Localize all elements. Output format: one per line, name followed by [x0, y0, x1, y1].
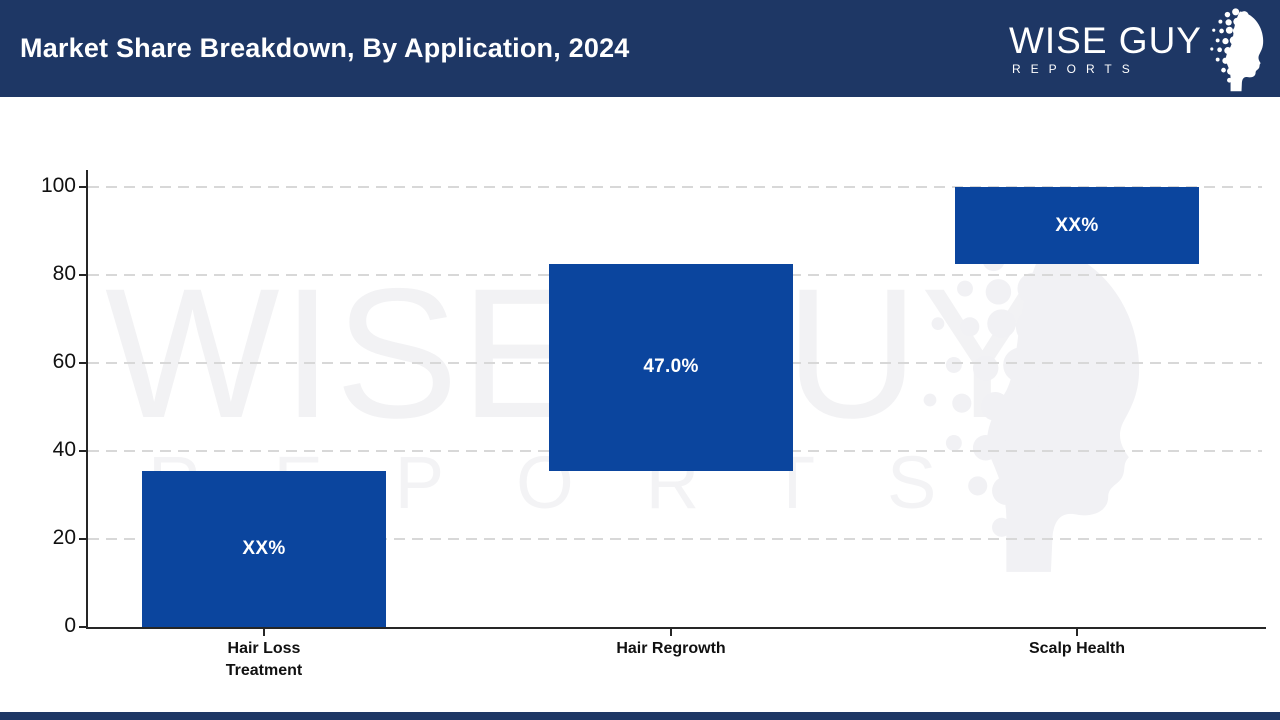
bar-value-label: XX%	[1055, 214, 1099, 236]
y-axis-tick-label: 0	[64, 614, 76, 637]
footer-bar	[0, 712, 1280, 720]
watermark-face-icon	[923, 234, 1140, 572]
header-bar: Market Share Breakdown, By Application, …	[0, 0, 1280, 97]
y-axis-tick-label: 20	[52, 526, 76, 549]
waterfall-bar-3: XX%	[955, 187, 1199, 264]
y-axis-tick-mark	[79, 362, 86, 364]
y-axis-tick-mark	[79, 626, 86, 628]
x-axis-category-label: Scalp Health	[1028, 640, 1126, 657]
brand-face-icon	[1210, 7, 1264, 91]
x-axis-category-label: Hair Regrowth	[616, 640, 726, 657]
x-axis-tick-mark	[263, 629, 265, 636]
brand-sub-text: REPORTS	[1011, 62, 1140, 76]
y-axis-tick-mark	[79, 450, 86, 452]
gridline	[88, 538, 1262, 540]
x-axis-line	[86, 627, 1266, 629]
y-axis-tick-mark	[79, 186, 86, 188]
brand-name-text: WISE GUY	[1008, 20, 1202, 61]
y-axis-tick-label: 100	[40, 174, 76, 197]
y-axis-tick-label: 40	[52, 438, 76, 461]
x-axis-tick-mark	[1076, 629, 1078, 636]
y-axis-tick-label: 80	[52, 262, 76, 285]
bar-value-label: 47.0%	[643, 356, 699, 378]
brand-wordmark: WISE GUY REPORTS	[1009, 22, 1202, 75]
chart-title: Market Share Breakdown, By Application, …	[20, 33, 630, 63]
y-axis-line	[86, 170, 88, 629]
waterfall-bar-2: 47.0%	[549, 264, 793, 471]
y-axis-tick-mark	[79, 274, 86, 276]
y-axis-tick-mark	[79, 538, 86, 540]
waterfall-bar-1: XX%	[142, 470, 386, 627]
bar-value-label: XX%	[242, 537, 286, 559]
y-axis-tick-label: 60	[52, 350, 76, 373]
x-axis-tick-mark	[670, 629, 672, 636]
x-axis-category-label: Hair Loss Treatment	[225, 640, 303, 679]
gridline	[88, 186, 1262, 188]
brand-logo: WISE GUY REPORTS	[1009, 6, 1270, 92]
